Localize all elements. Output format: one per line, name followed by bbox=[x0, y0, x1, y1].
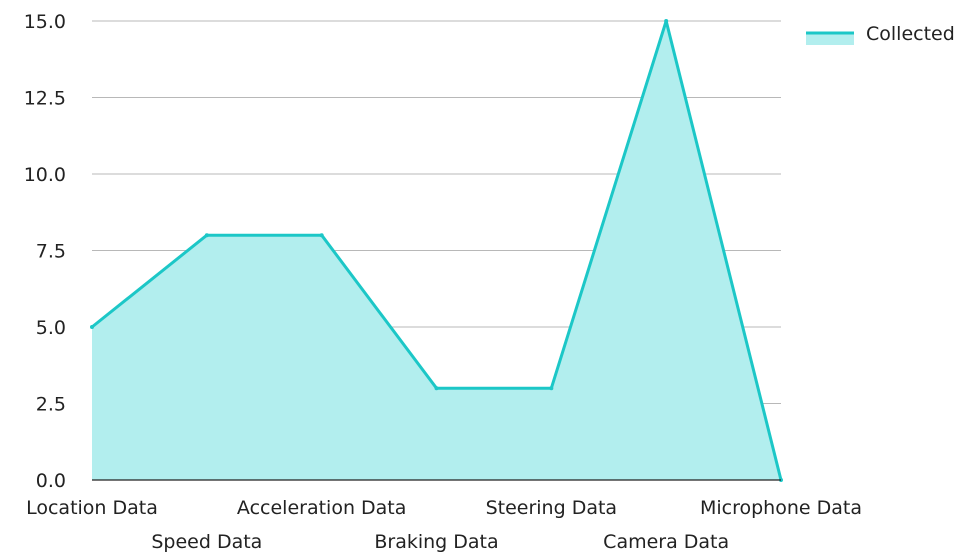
data-point-1[interactable] bbox=[204, 233, 209, 238]
x-tick-label-6: Microphone Data bbox=[700, 497, 862, 519]
data-point-4[interactable] bbox=[549, 386, 554, 391]
legend[interactable]: Collected bbox=[806, 23, 955, 45]
x-tick-label-4: Steering Data bbox=[486, 497, 618, 519]
y-tick-label-1: 2.5 bbox=[36, 394, 66, 416]
data-point-0[interactable] bbox=[90, 325, 94, 329]
legend-swatch-collected bbox=[806, 33, 854, 45]
area-layer bbox=[90, 19, 783, 482]
y-tick-label-0: 0.0 bbox=[36, 470, 66, 492]
data-point-3[interactable] bbox=[434, 386, 439, 391]
y-axis-tick-labels: 0.0 2.5 5.0 7.5 10.0 12.5 15.0 bbox=[24, 11, 66, 492]
area-fill-collected bbox=[92, 21, 781, 480]
data-point-2[interactable] bbox=[319, 233, 324, 238]
y-tick-label-2: 5.0 bbox=[36, 317, 66, 339]
y-tick-label-5: 12.5 bbox=[24, 88, 66, 110]
legend-label-collected: Collected bbox=[866, 23, 955, 45]
x-axis-tick-labels: Location Data Speed Data Acceleration Data… bbox=[26, 497, 862, 553]
y-tick-label-6: 15.0 bbox=[24, 11, 66, 33]
data-point-5[interactable] bbox=[664, 19, 669, 23]
x-tick-label-1: Speed Data bbox=[151, 531, 262, 553]
y-tick-label-3: 7.5 bbox=[36, 241, 66, 263]
x-tick-label-5: Camera Data bbox=[603, 531, 729, 553]
y-tick-label-4: 10.0 bbox=[24, 164, 66, 186]
x-tick-label-0: Location Data bbox=[26, 497, 158, 519]
x-tick-label-2: Acceleration Data bbox=[237, 497, 406, 519]
x-tick-label-3: Braking Data bbox=[374, 531, 498, 553]
